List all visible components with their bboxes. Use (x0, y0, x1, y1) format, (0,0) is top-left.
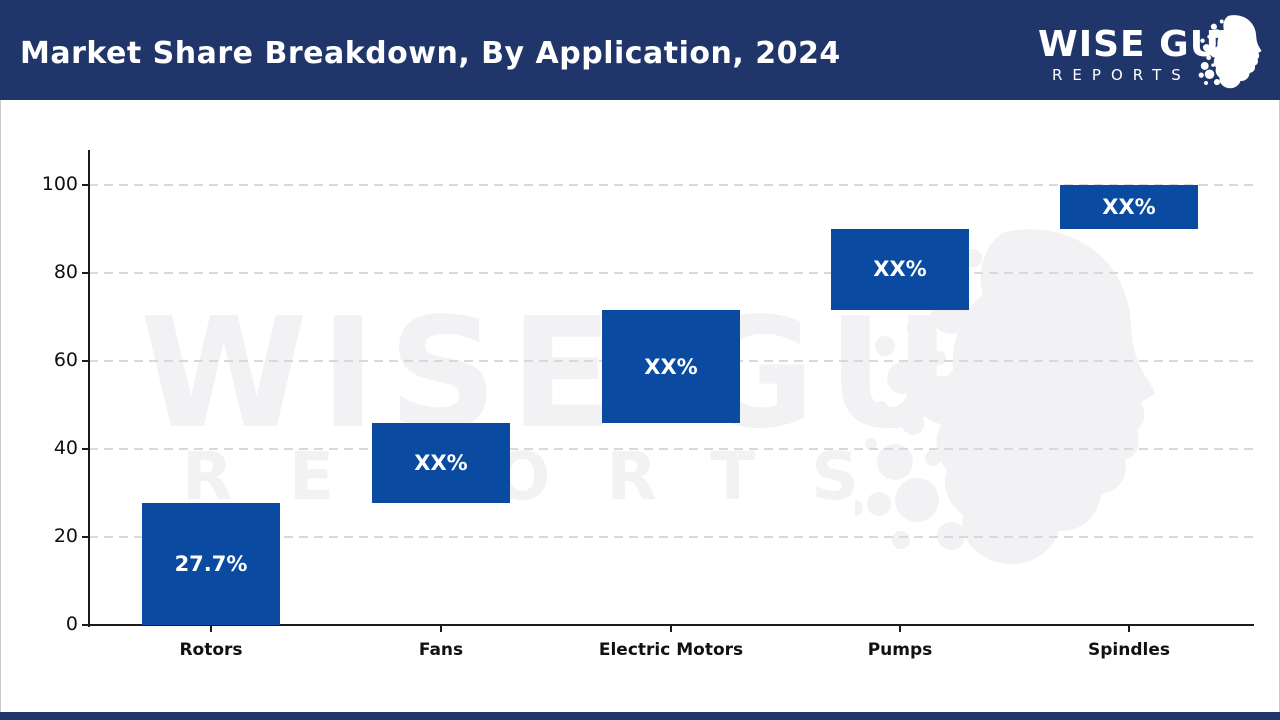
y-tick-label: 60 (53, 349, 78, 371)
bar-value-label: XX% (873, 257, 927, 282)
bar-value-label: XX% (1102, 195, 1156, 219)
y-tick-mark (82, 360, 89, 362)
category-label: Spindles (1088, 640, 1170, 660)
logo-wiseguy-text: WISE GUY (1038, 24, 1248, 65)
y-tick-mark (82, 624, 89, 626)
y-tick-label: 0 (65, 613, 78, 635)
category-label: Rotors (179, 640, 243, 660)
bar-value-label: XX% (644, 354, 698, 379)
page-title: Market Share Breakdown, By Application, … (20, 36, 841, 71)
footer-bar (0, 712, 1280, 720)
bar-spindles (1060, 185, 1198, 229)
y-tick-mark (82, 184, 89, 186)
y-axis-line (88, 150, 90, 627)
category-label: Fans (418, 640, 464, 660)
category-label: Electric Motors (598, 640, 744, 660)
logo-head-icon (1198, 15, 1262, 89)
brand-logo: WISE GUY REPORTS (1008, 6, 1268, 96)
gridline (89, 536, 1253, 538)
gridline (89, 448, 1253, 450)
y-tick-mark (82, 536, 89, 538)
header-bar: Market Share Breakdown, By Application, … (0, 0, 1280, 100)
y-tick-label: 40 (53, 437, 78, 459)
x-axis-line (88, 624, 1254, 626)
bar-fans (372, 422, 510, 504)
bar-electric-motors (602, 310, 740, 423)
y-tick-label: 20 (53, 525, 78, 547)
x-tick-mark (210, 626, 212, 632)
x-tick-mark (670, 626, 672, 632)
gridline (89, 184, 1253, 186)
x-tick-mark (899, 626, 901, 632)
gridline (89, 272, 1253, 274)
x-tick-mark (440, 626, 442, 632)
x-tick-mark (1128, 626, 1130, 632)
bar-rotors (142, 503, 280, 625)
logo-reports-text: REPORTS (1052, 66, 1191, 84)
y-tick-mark (82, 448, 89, 450)
y-tick-label: 80 (53, 261, 78, 283)
watermark-text-reports: REPORTS (182, 438, 915, 515)
bar-value-label: XX% (414, 450, 468, 475)
y-tick-label: 100 (41, 173, 78, 195)
bar-value-label: 27.7% (174, 552, 248, 577)
y-tick-mark (82, 272, 89, 274)
bar-pumps (831, 229, 969, 310)
category-label: Pumps (867, 640, 933, 660)
